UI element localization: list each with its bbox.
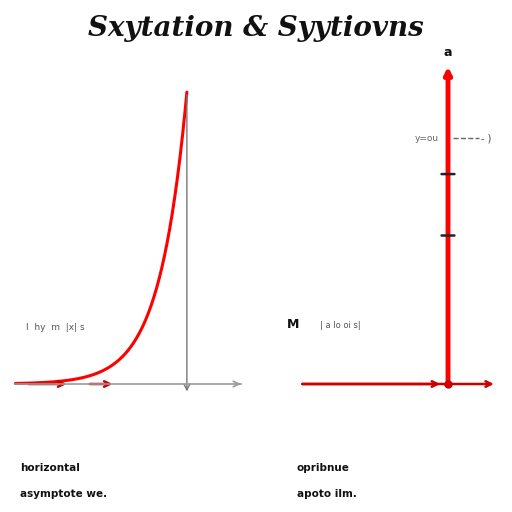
Text: apoto ilm.: apoto ilm. — [297, 488, 357, 499]
Text: a: a — [444, 46, 452, 59]
Text: M: M — [287, 317, 299, 331]
Text: opribnue: opribnue — [297, 463, 350, 473]
Text: asymptote we.: asymptote we. — [20, 488, 108, 499]
Text: l  hy  m  |x| s: l hy m |x| s — [26, 323, 84, 332]
Text: horizontal: horizontal — [20, 463, 80, 473]
Text: | a lo oi s|: | a lo oi s| — [320, 321, 361, 330]
Text: y=ou: y=ou — [415, 134, 439, 143]
Text: Sxytation & Syytiovns: Sxytation & Syytiovns — [88, 15, 424, 42]
Text: - ): - ) — [481, 133, 492, 143]
